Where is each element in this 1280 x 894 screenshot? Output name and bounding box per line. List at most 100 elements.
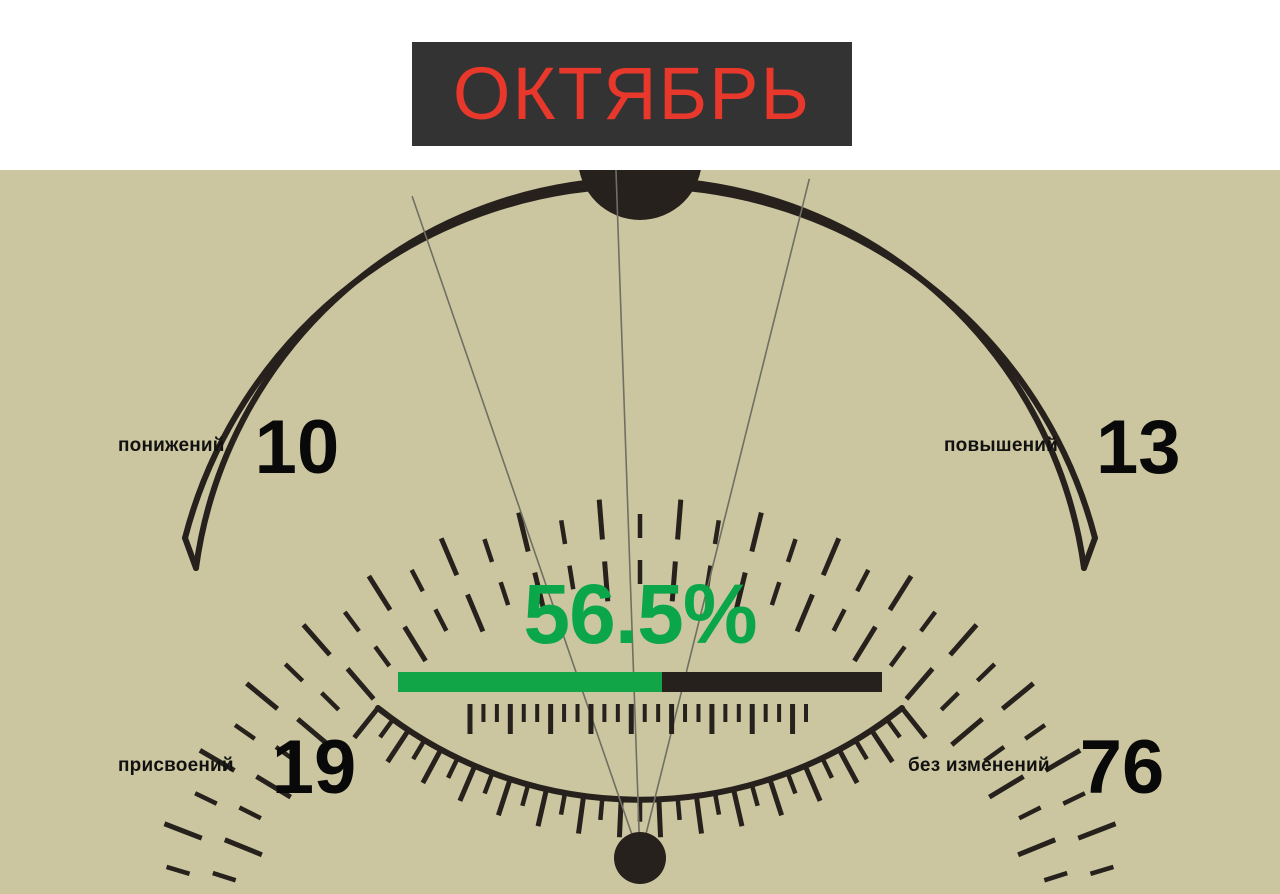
stat-unchanged: без изменений 76: [908, 712, 1164, 805]
tick-major: [820, 537, 842, 577]
tick-major: [576, 795, 587, 834]
tick-major: [948, 623, 979, 657]
tick-major: [385, 728, 411, 764]
tick-major: [802, 764, 823, 802]
tick-minor: [831, 608, 847, 632]
tick-major: [887, 574, 914, 612]
tick-major: [1044, 748, 1082, 773]
tick-major: [532, 571, 547, 613]
tick-major: [457, 764, 478, 802]
tick-major: [402, 625, 428, 663]
gauge-panel: понижений 10 повышений 13 присвоений 19 …: [0, 170, 1280, 894]
page-title: ОКТЯБРЬ: [452, 52, 812, 135]
tick-minor: [212, 870, 237, 883]
tick-minor: [283, 662, 305, 683]
tick-major: [438, 537, 460, 577]
tick-major: [904, 667, 935, 701]
tick-minor: [939, 691, 960, 712]
tick-minor: [238, 805, 262, 821]
tick-major: [496, 778, 513, 817]
tick-minor: [888, 645, 907, 668]
ruler-ticks: [467, 704, 808, 734]
tick-minor: [598, 797, 605, 821]
tick-minor: [1043, 870, 1068, 883]
needle-center: [615, 170, 641, 859]
gauge-graphic: [163, 170, 1117, 884]
top-arc-inner-ticks: [212, 560, 1068, 883]
tick-major: [352, 706, 380, 740]
bottom-arc-ticks: [352, 706, 928, 838]
tick-minor: [373, 645, 392, 668]
tick-minor: [1018, 805, 1042, 821]
stat-upgrades-value: 13: [1096, 405, 1181, 490]
tick-minor: [409, 568, 425, 593]
tick-minor: [567, 565, 576, 590]
tick-minor: [975, 662, 997, 683]
title-plate: ОКТЯБРЬ: [412, 42, 852, 146]
tick-minor: [558, 519, 568, 545]
stat-unchanged-label: без изменений: [908, 755, 1050, 776]
tick-minor: [885, 718, 902, 739]
stat-assigned-value: 19: [271, 725, 357, 810]
tick-major: [198, 748, 236, 773]
tick-major: [616, 799, 624, 838]
tick-major: [669, 561, 678, 602]
needle-right: [639, 178, 811, 859]
tick-minor: [1089, 864, 1115, 876]
tick-major: [767, 778, 784, 817]
stat-downgrades-value: 10: [254, 405, 340, 490]
tick-major: [693, 795, 704, 834]
tick-major: [301, 623, 332, 657]
progress-bar-track: [398, 672, 882, 692]
tick-major: [596, 499, 605, 540]
tick-major: [366, 574, 393, 612]
tick-major: [869, 728, 895, 764]
tick-major: [245, 681, 280, 711]
tick-minor: [785, 538, 798, 563]
stat-downgrades: понижений 10: [118, 392, 339, 485]
tick-major: [950, 717, 984, 747]
tick-major: [988, 774, 1025, 800]
tick-minor: [919, 610, 938, 633]
stat-upgrades-label: повышений: [944, 435, 1059, 456]
tick-minor: [342, 610, 361, 633]
tick-major: [516, 512, 531, 553]
needle-left: [411, 195, 641, 859]
bottom-hub-circle: [614, 832, 666, 884]
stat-downgrades-label: понижений: [118, 435, 225, 456]
top-arc-outer: [182, 182, 1098, 541]
tick-minor: [558, 792, 568, 816]
tick-minor: [1023, 723, 1047, 741]
tick-minor: [165, 864, 191, 876]
tick-minor: [378, 718, 395, 739]
tick-major: [465, 593, 486, 633]
tick-major: [163, 821, 203, 841]
tick-major: [535, 788, 549, 827]
stat-unchanged-value: 76: [1079, 725, 1165, 810]
tick-minor: [194, 791, 218, 806]
tick-major: [345, 667, 376, 701]
top-arc-outer-ticks: [163, 499, 1117, 876]
top-arc-cap-right: [1081, 535, 1098, 571]
tick-major: [602, 561, 611, 602]
tick-major: [255, 774, 292, 800]
tick-major: [749, 512, 764, 553]
tick-major: [733, 571, 748, 613]
tick-minor: [983, 745, 1006, 763]
tick-minor: [675, 797, 682, 821]
tick-major: [223, 837, 263, 858]
tick-major: [900, 706, 928, 740]
top-arc-cap-left: [182, 535, 199, 571]
needle-group: [411, 170, 811, 859]
tick-minor: [820, 757, 834, 779]
tick-major: [675, 499, 684, 540]
tick-minor: [482, 538, 495, 563]
tick-major: [1000, 681, 1035, 711]
tick-minor: [785, 772, 798, 795]
percent-readout: 56.5%: [523, 567, 757, 661]
tick-major: [296, 717, 330, 747]
tick-minor: [233, 723, 257, 741]
tick-minor: [498, 581, 511, 606]
tick-minor: [320, 691, 341, 712]
